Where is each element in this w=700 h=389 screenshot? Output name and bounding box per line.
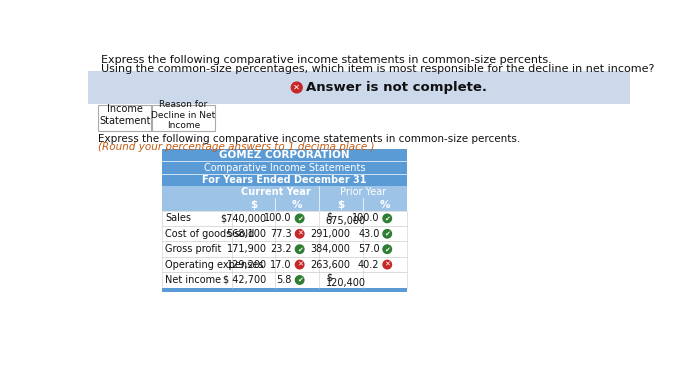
Text: GOMEZ CORPORATION: GOMEZ CORPORATION <box>219 150 350 160</box>
Text: 5.8: 5.8 <box>276 275 292 285</box>
Text: $740,000: $740,000 <box>220 214 267 223</box>
Circle shape <box>383 245 391 253</box>
Text: (Round your percentage answers to 1 decima place.): (Round your percentage answers to 1 deci… <box>98 142 375 152</box>
Circle shape <box>295 276 304 284</box>
Text: ✔: ✔ <box>297 216 302 221</box>
Text: Sales: Sales <box>165 214 191 223</box>
Text: 263,600: 263,600 <box>310 259 350 270</box>
Text: Net income: Net income <box>165 275 221 285</box>
Text: ✕: ✕ <box>297 261 302 268</box>
Text: ✔: ✔ <box>384 231 390 237</box>
Text: $: $ <box>326 273 332 283</box>
Text: ✕: ✕ <box>384 261 390 268</box>
Text: Income
Statement: Income Statement <box>99 104 150 126</box>
Text: $: $ <box>326 211 332 221</box>
Circle shape <box>295 245 304 253</box>
Circle shape <box>295 260 304 269</box>
Text: Express the following comparative income statements in common-size percents.: Express the following comparative income… <box>102 55 552 65</box>
Text: Answer is not complete.: Answer is not complete. <box>306 81 487 94</box>
Bar <box>162 198 407 211</box>
Text: 120,400: 120,400 <box>326 278 366 288</box>
Text: Gross profit: Gross profit <box>165 244 221 254</box>
Text: $ 42,700: $ 42,700 <box>223 275 267 285</box>
Bar <box>162 288 407 292</box>
Text: For Years Ended December 31: For Years Ended December 31 <box>202 175 367 185</box>
Bar <box>162 149 407 186</box>
Text: Reason for
Decline in Net
Income: Reason for Decline in Net Income <box>151 100 216 130</box>
Bar <box>162 211 407 226</box>
Text: 129,200: 129,200 <box>227 259 267 270</box>
Text: ✕: ✕ <box>297 231 302 237</box>
Text: 17.0: 17.0 <box>270 259 292 270</box>
Text: 77.3: 77.3 <box>270 229 292 239</box>
Text: ✔: ✔ <box>384 216 390 221</box>
Text: 568,100: 568,100 <box>227 229 267 239</box>
Circle shape <box>291 82 302 93</box>
FancyBboxPatch shape <box>98 105 151 131</box>
Text: $: $ <box>250 200 257 210</box>
Bar <box>162 257 407 272</box>
Text: Express the following comparative income statements in common-size percents.: Express the following comparative income… <box>98 134 521 144</box>
Text: 40.2: 40.2 <box>358 259 379 270</box>
Text: %: % <box>292 200 302 210</box>
Text: 100.0: 100.0 <box>352 214 379 223</box>
Text: 384,000: 384,000 <box>310 244 350 254</box>
Text: $: $ <box>337 200 344 210</box>
Bar <box>88 71 630 103</box>
Text: ✕: ✕ <box>293 83 300 92</box>
Text: Prior Year: Prior Year <box>340 187 386 197</box>
Text: 171,900: 171,900 <box>227 244 267 254</box>
Circle shape <box>383 260 391 269</box>
Circle shape <box>295 230 304 238</box>
Text: ✔: ✔ <box>297 277 302 283</box>
Bar <box>162 242 407 257</box>
Text: ✔: ✔ <box>297 246 302 252</box>
Text: 675,000: 675,000 <box>326 216 366 226</box>
Text: Using the common-size percentages, which item is most responsible for the declin: Using the common-size percentages, which… <box>102 65 654 74</box>
Bar <box>162 272 407 288</box>
FancyBboxPatch shape <box>152 105 216 131</box>
Text: Comparative Income Statements: Comparative Income Statements <box>204 163 365 173</box>
Text: %: % <box>379 200 390 210</box>
Bar <box>162 186 407 198</box>
Text: 100.0: 100.0 <box>265 214 292 223</box>
Text: Operating expenses: Operating expenses <box>165 259 263 270</box>
Circle shape <box>383 230 391 238</box>
Text: Current Year: Current Year <box>241 187 310 197</box>
Bar <box>162 226 407 242</box>
Text: 23.2: 23.2 <box>270 244 292 254</box>
Text: ✔: ✔ <box>384 246 390 252</box>
Text: 43.0: 43.0 <box>358 229 379 239</box>
Circle shape <box>295 214 304 223</box>
Text: Cost of goods sold: Cost of goods sold <box>165 229 254 239</box>
Text: 291,000: 291,000 <box>310 229 350 239</box>
Text: 57.0: 57.0 <box>358 244 379 254</box>
Circle shape <box>383 214 391 223</box>
